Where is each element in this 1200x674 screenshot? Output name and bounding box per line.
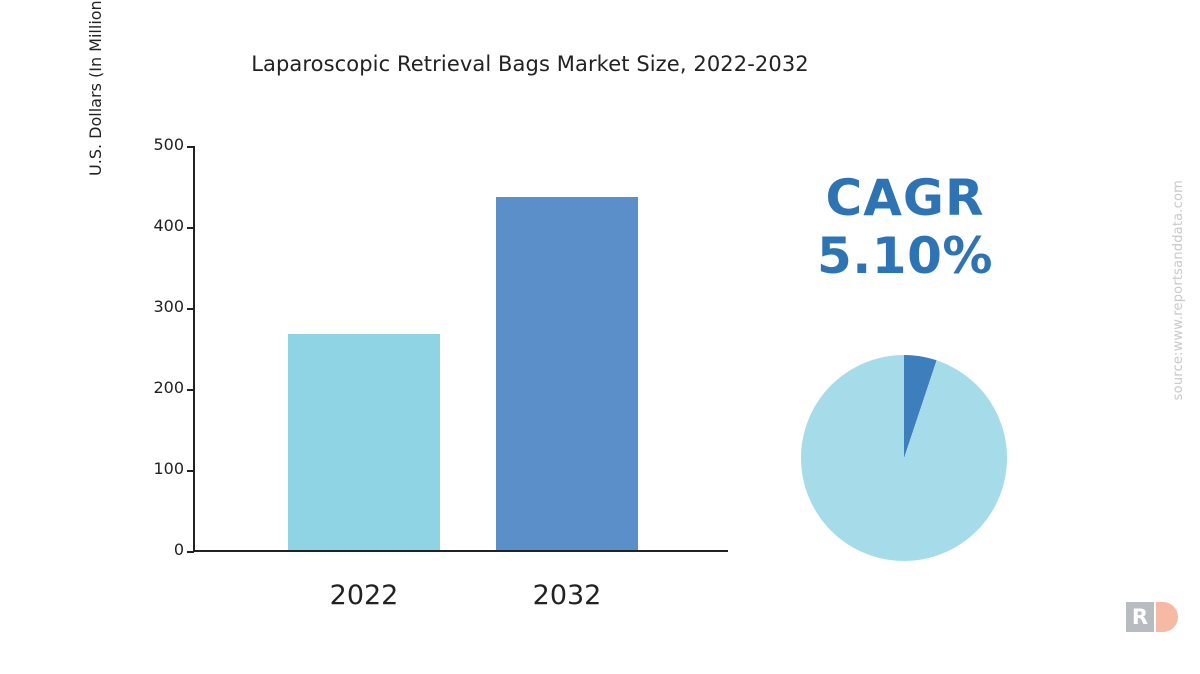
y-tick-400: 400 [132,218,194,234]
y-tick-label: 400 [153,216,184,235]
y-tick-label: 500 [153,135,184,154]
page-title: Laparoscopic Retrieval Bags Market Size,… [251,52,809,76]
y-tick-label: 0 [173,540,184,559]
y-tick-label: 200 [153,378,184,397]
y-tick-500: 500 [132,137,194,153]
tick-mark [187,389,194,391]
logo-mark [1156,602,1178,632]
y-tick-300: 300 [132,299,194,315]
y-tick-100: 100 [132,461,194,477]
y-axis-label: U.S. Dollars (In Million) [86,0,105,176]
logo: R [1126,602,1178,632]
source-watermark: source:www.reportsanddata.com [1171,180,1186,401]
x-axis-line [193,550,728,552]
bar-chart: U.S. Dollars (In Million) 500 400 300 20… [86,0,728,611]
tick-mark [187,227,194,229]
x-tick-label-2032: 2032 [532,580,602,611]
x-tick-label-2022: 2022 [329,580,399,611]
y-tick-200: 200 [132,380,194,396]
logo-letter: R [1126,602,1154,632]
pie-chart [801,355,1007,561]
y-axis-line [193,146,195,552]
bar-2022 [288,334,440,550]
bar-2032 [496,197,638,550]
y-tick-0: 0 [132,542,194,558]
cagr-value: 5.10% [817,226,993,285]
tick-mark [187,551,194,553]
y-tick-label: 300 [153,297,184,316]
tick-mark [187,146,194,148]
cagr-label: CAGR [825,169,985,227]
tick-mark [187,470,194,472]
cagr-block: CAGR 5.10% [790,172,1020,284]
tick-mark [187,308,194,310]
y-tick-label: 100 [153,459,184,478]
